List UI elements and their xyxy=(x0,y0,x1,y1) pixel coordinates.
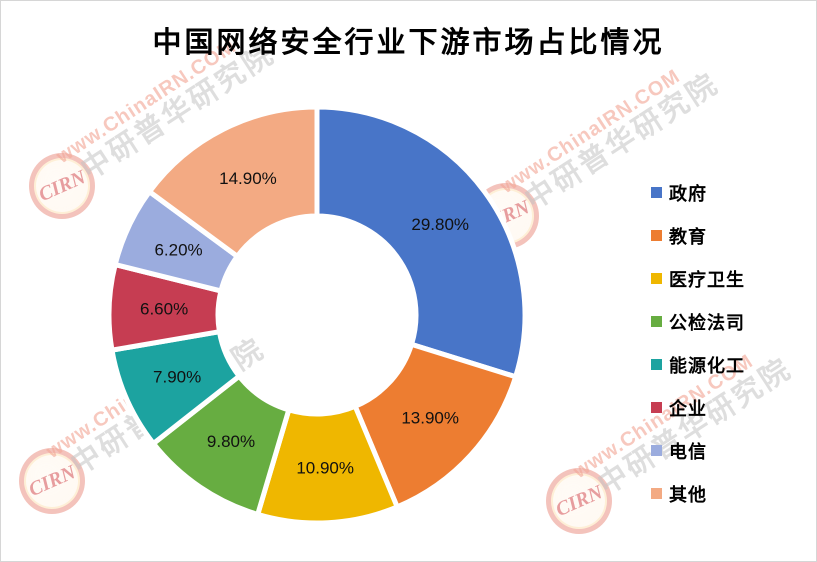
legend-label: 其他 xyxy=(669,484,707,505)
slice-label-教育: 13.90% xyxy=(401,408,459,427)
donut-slice-教育 xyxy=(352,341,519,510)
legend-item-公检法司: 公检法司 xyxy=(651,300,745,343)
legend-item-能源化工: 能源化工 xyxy=(651,343,745,386)
legend-swatch-icon xyxy=(651,230,662,241)
donut-slice-政府 xyxy=(314,104,528,380)
legend-swatch-icon xyxy=(651,359,662,370)
legend-item-政府: 政府 xyxy=(651,171,745,214)
slice-label-能源化工: 7.90% xyxy=(153,368,201,387)
legend-item-教育: 教育 xyxy=(651,214,745,257)
legend-swatch-icon xyxy=(651,402,662,413)
slice-label-电信: 6.20% xyxy=(154,240,202,259)
legend-swatch-icon xyxy=(651,316,662,327)
slice-label-政府: 29.80% xyxy=(411,215,469,234)
legend-label: 政府 xyxy=(669,183,707,204)
legend-label: 企业 xyxy=(669,398,707,419)
donut-slice-其他 xyxy=(146,104,320,259)
legend-swatch-icon xyxy=(651,273,662,284)
legend-label: 公检法司 xyxy=(669,312,745,333)
legend-label: 医疗卫生 xyxy=(669,269,745,290)
legend-swatch-icon xyxy=(651,488,662,499)
legend-label: 电信 xyxy=(669,441,707,462)
slice-label-其他: 14.90% xyxy=(219,169,277,188)
legend-item-企业: 企业 xyxy=(651,386,745,429)
legend-item-电信: 电信 xyxy=(651,429,745,472)
slice-label-企业: 6.60% xyxy=(140,300,188,319)
chart-title: 中国网络安全行业下游市场占比情况 xyxy=(152,27,665,59)
chart-legend: 政府教育医疗卫生公检法司能源化工企业电信其他 xyxy=(651,171,745,515)
legend-item-医疗卫生: 医疗卫生 xyxy=(651,257,745,300)
legend-swatch-icon xyxy=(651,445,662,456)
legend-item-其他: 其他 xyxy=(651,472,745,515)
legend-label: 能源化工 xyxy=(669,355,745,376)
slice-label-医疗卫生: 10.90% xyxy=(296,458,354,477)
legend-label: 教育 xyxy=(669,226,707,247)
slice-label-公检法司: 9.80% xyxy=(207,432,255,451)
legend-swatch-icon xyxy=(651,187,662,198)
